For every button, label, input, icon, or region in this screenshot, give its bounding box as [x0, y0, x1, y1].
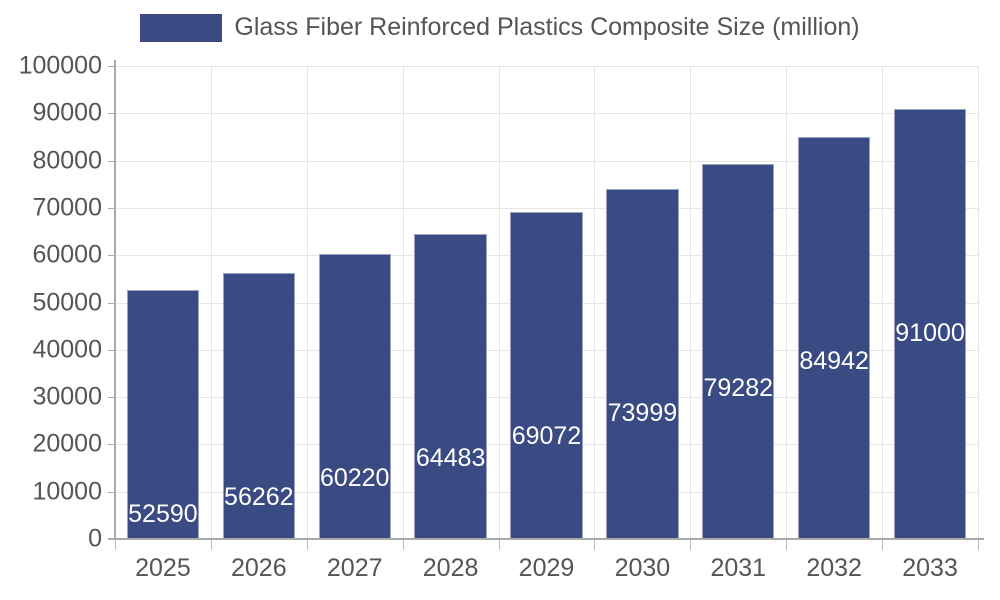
chart-legend: Glass Fiber Reinforced Plastics Composit… — [0, 0, 1000, 55]
x-axis-tick-label: 2032 — [806, 554, 862, 582]
x-axis-tick-mark — [402, 540, 404, 550]
y-axis-tick-label: 70000 — [32, 193, 102, 222]
gridline-horizontal — [115, 113, 978, 115]
y-axis-tick-mark — [108, 302, 115, 304]
bar[interactable] — [318, 254, 391, 539]
x-axis-tick-mark — [594, 540, 596, 550]
bar-value-label: 91000 — [895, 318, 965, 347]
y-axis-tick-label: 50000 — [32, 288, 102, 316]
y-axis-tick-mark — [108, 349, 115, 351]
bar-value-label: 52590 — [128, 500, 198, 529]
y-axis-tick-mark — [108, 66, 115, 67]
legend-color-swatch-icon — [140, 13, 223, 42]
y-axis-tick-label: 10000 — [32, 477, 102, 506]
y-axis-tick-mark — [108, 444, 115, 446]
x-axis-tick-label: 2026 — [231, 554, 287, 582]
bar-value-label: 69072 — [511, 422, 582, 451]
bar[interactable] — [126, 290, 200, 539]
legend-item-label: Glass Fiber Reinforced Plastics Composit… — [234, 13, 860, 41]
gridline-vertical — [786, 66, 787, 539]
bar[interactable] — [222, 272, 296, 539]
bar-value-label: 84942 — [799, 347, 869, 376]
bar-value-label: 56262 — [224, 482, 294, 511]
gridline-vertical — [978, 66, 979, 539]
gridline-vertical — [499, 66, 500, 539]
bar-value-label: 64483 — [415, 443, 486, 472]
x-axis-tick-mark — [498, 540, 500, 550]
gridline-horizontal — [115, 66, 978, 67]
y-axis-tick-mark — [108, 207, 115, 209]
x-axis-tick-mark — [210, 540, 212, 550]
plot-area: 52590 56262 60220 64483 69072 73999 79282 84942… — [115, 66, 979, 540]
y-axis-tick-label: 40000 — [32, 335, 102, 364]
x-axis-tick-label: 2029 — [518, 554, 575, 582]
gridline-vertical — [690, 66, 691, 539]
bar[interactable] — [414, 233, 487, 539]
y-axis-tick-mark — [108, 113, 115, 115]
bar[interactable] — [702, 163, 775, 539]
x-axis-tick-label: 2031 — [710, 554, 767, 582]
y-axis-tick-mark — [108, 539, 115, 540]
x-axis-tick-label: 2033 — [902, 554, 958, 582]
bar[interactable] — [510, 212, 583, 539]
x-axis-tick-label: 2027 — [326, 554, 383, 582]
y-axis-tick-label: 20000 — [32, 429, 102, 458]
bar[interactable] — [893, 108, 967, 539]
gridline-vertical — [403, 66, 404, 539]
y-axis-tick-mark — [108, 160, 115, 162]
y-axis-tick-mark — [108, 397, 115, 399]
y-axis-labels: 0 10000 20000 30000 40000 50000 60000 70000 8000… — [0, 0, 102, 600]
x-axis-tick-mark — [786, 540, 788, 550]
x-axis-tick-label: 2030 — [614, 554, 671, 582]
bar[interactable] — [606, 188, 679, 539]
y-axis-tick-label: 60000 — [32, 240, 102, 269]
gridline-vertical — [882, 66, 883, 539]
gridline-horizontal — [115, 207, 978, 209]
gridline-vertical — [307, 66, 308, 539]
bar-value-label: 73999 — [607, 398, 678, 427]
x-axis-tick-label: 2028 — [422, 554, 479, 582]
x-axis-tick-mark — [882, 540, 884, 550]
x-axis-tick-mark — [978, 540, 979, 550]
x-axis-tick-mark — [306, 540, 308, 550]
y-axis-tick-label: 0 — [88, 524, 102, 553]
y-axis-tick-label: 100000 — [18, 51, 102, 80]
legend-item-series-0[interactable]: Glass Fiber Reinforced Plastics Composit… — [140, 13, 860, 42]
x-axis-tick-mark — [115, 540, 116, 550]
y-axis-tick-label: 80000 — [32, 146, 102, 175]
y-axis-tick-label: 90000 — [32, 98, 102, 127]
x-axis-tick-mark — [690, 540, 692, 550]
y-axis-tick-label: 30000 — [32, 382, 102, 411]
bar-value-label: 79282 — [703, 373, 774, 402]
bar-value-label: 60220 — [319, 464, 390, 493]
y-axis-tick-mark — [108, 255, 115, 257]
x-axis-tick-label: 2025 — [135, 554, 191, 582]
y-axis-line — [114, 60, 116, 540]
gridline-vertical — [211, 66, 212, 539]
gridline-horizontal — [115, 160, 978, 162]
bar[interactable] — [797, 137, 871, 539]
gridline-vertical — [594, 66, 595, 539]
y-axis-tick-mark — [108, 491, 115, 493]
x-axis-line — [108, 538, 984, 540]
